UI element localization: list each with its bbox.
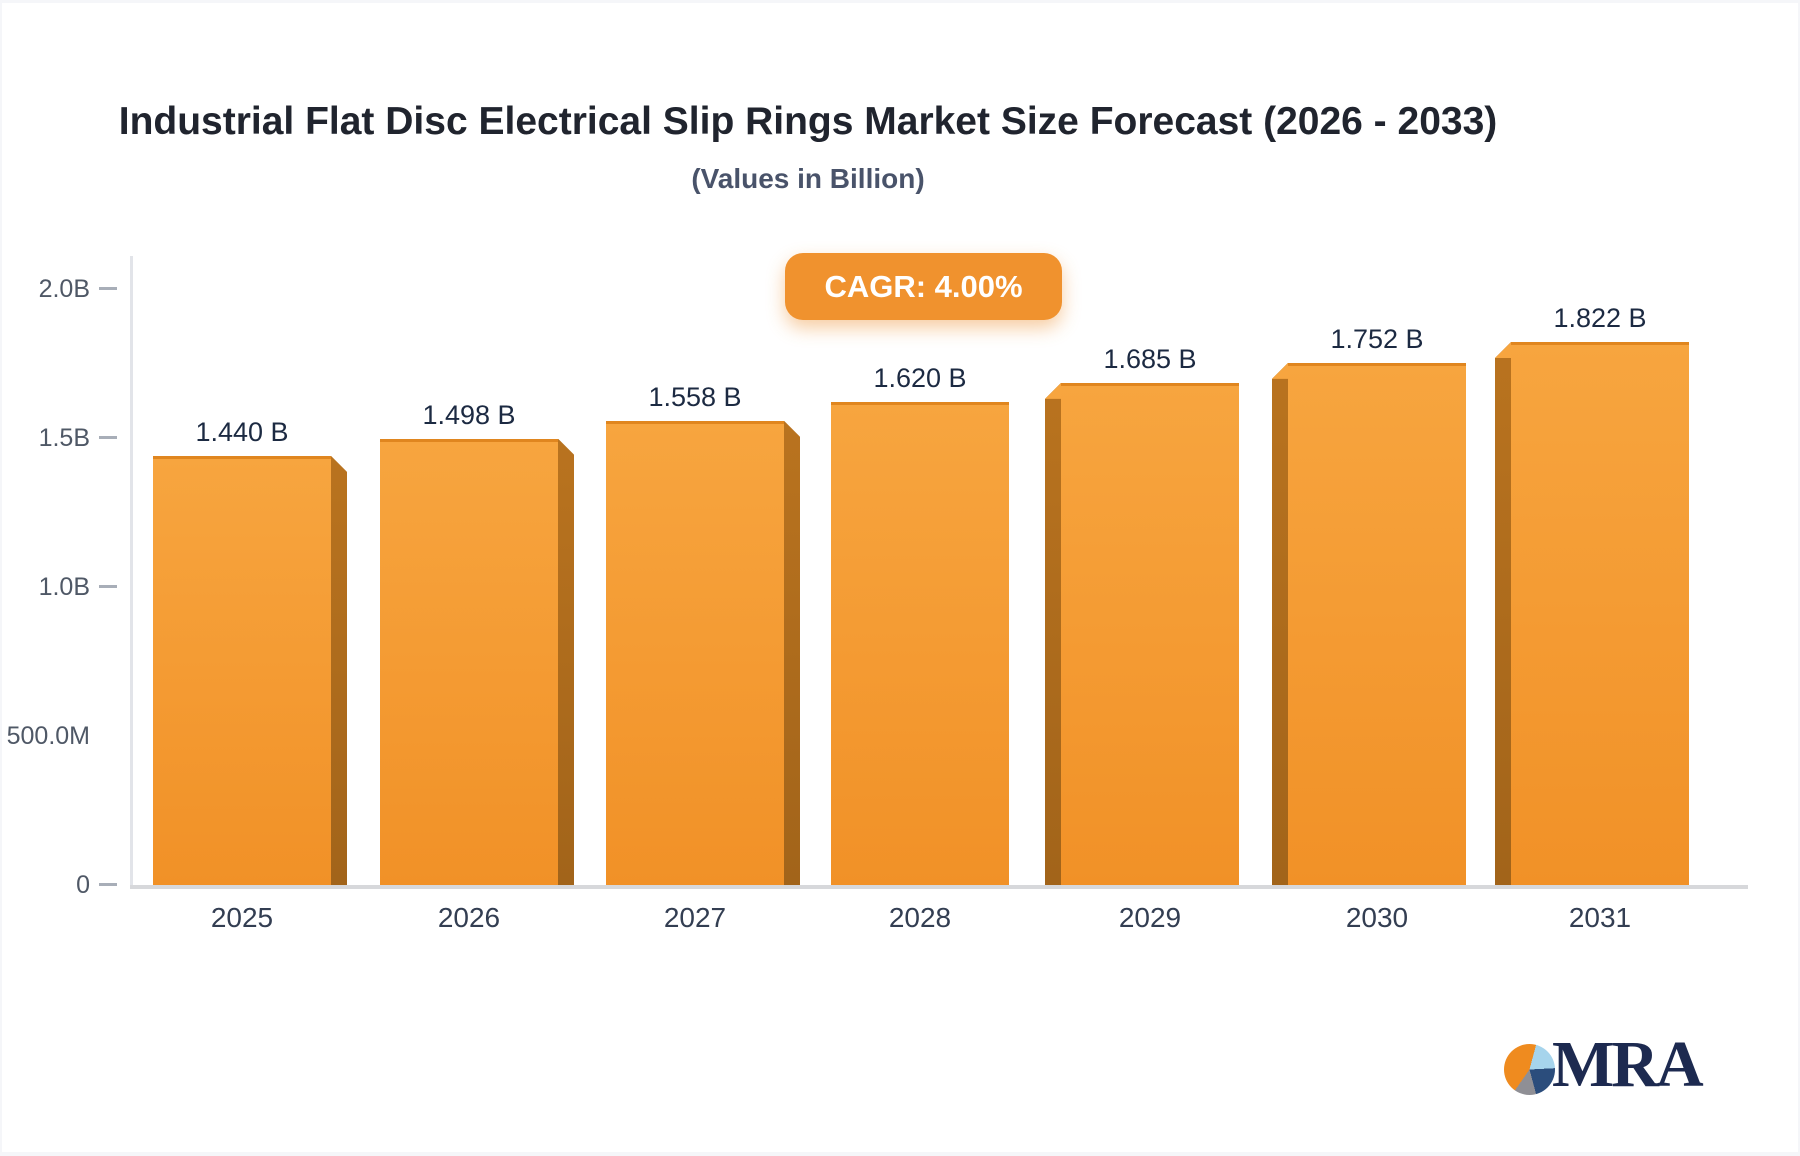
y-axis-tick-mark [99,585,117,588]
y-axis-tick-mark [99,436,117,439]
mra-logo[interactable]: MRA [1500,1028,1760,1108]
x-axis-year-label: 2026 [437,902,501,933]
bar[interactable] [1511,342,1689,885]
y-axis-tick-mark [99,287,117,290]
x-axis-year-label: 2031 [1568,902,1632,933]
x-axis-year-label: 2028 [888,902,952,933]
x-axis-year-label: 2030 [1345,902,1409,933]
bar[interactable] [1288,362,1466,885]
y-axis-tick-label: 1.0B [38,573,90,601]
logo-text: MRA [1552,1028,1704,1101]
bar[interactable] [1061,382,1239,885]
pie-chart-logo-icon [1504,1044,1555,1095]
bar-3d-bevel [1495,342,1511,885]
x-axis-year-label: 2025 [210,902,274,933]
bar-value-label: 1.822 B [1553,303,1647,334]
page-edge-left [0,0,2,1156]
bar-value-label: 1.498 B [422,399,516,430]
bar-value-label: 1.558 B [648,381,742,412]
bar[interactable] [831,402,1009,885]
bar-value-label: 1.685 B [1103,343,1197,374]
chart-subtitle: (Values in Billion) [691,163,925,194]
bar-value-label: 1.440 B [195,416,289,447]
bar-value-label: 1.620 B [873,363,967,394]
bar[interactable] [153,455,331,885]
x-axis-year-label: 2027 [663,902,727,933]
page-edge-bottom [0,1152,1800,1156]
bar[interactable] [380,438,558,885]
bar-3d-bevel [331,455,347,885]
bar-3d-bevel [1045,382,1061,885]
bar-value-label: 1.752 B [1330,323,1424,354]
y-axis-tick-label: 0 [76,871,90,899]
y-axis-tick-label: 2.0B [38,275,90,303]
y-axis-tick-label: 1.5B [38,424,90,452]
x-axis-year-label: 2029 [1118,902,1182,933]
bar-3d-bevel [784,420,800,885]
chart-title: Industrial Flat Disc Electrical Slip Rin… [118,100,1498,143]
page-edge-top [0,0,1800,3]
bar[interactable] [606,420,784,885]
y-axis-line [130,256,133,887]
x-axis-baseline [130,885,1748,889]
bar-3d-bevel [558,438,574,885]
page-edge-right [1798,0,1800,1156]
cagr-badge: CAGR: 4.00% [785,253,1062,320]
y-axis-tick-label: 500.0M [6,722,90,750]
y-axis-tick-mark [99,883,117,886]
bar-3d-bevel [1272,362,1288,885]
